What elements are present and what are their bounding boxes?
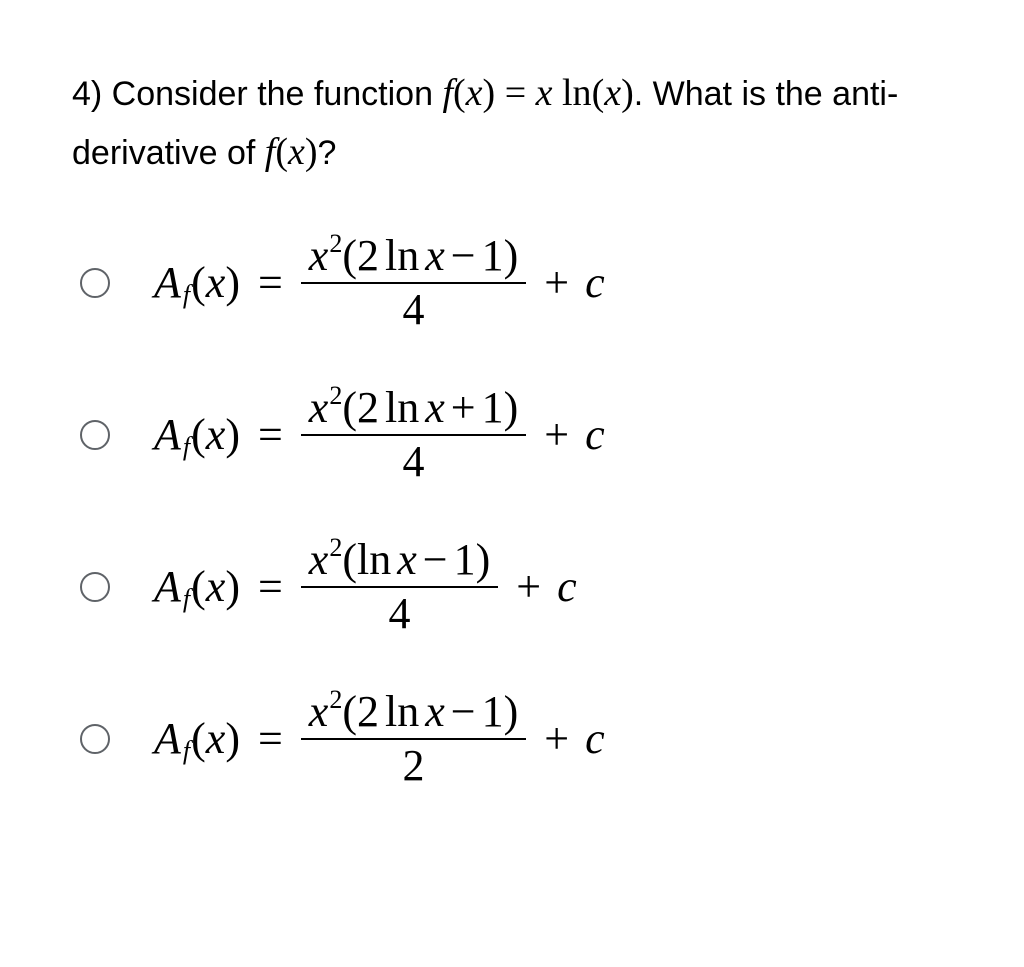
lhs-sub: f xyxy=(183,586,190,612)
question-math-rx2: x xyxy=(604,72,621,114)
numerator: x2(2lnx+1) xyxy=(301,382,526,434)
lhs-po: ( xyxy=(191,717,206,761)
lhs-pc: ) xyxy=(225,717,240,761)
fraction: x2(2lnx+1) 4 xyxy=(301,382,526,488)
question-math-f2po: ( xyxy=(275,131,288,173)
radio-icon[interactable] xyxy=(80,420,110,450)
eq: = xyxy=(258,565,283,609)
numerator: x2(2lnx−1) xyxy=(301,686,526,738)
lhs-pc: ) xyxy=(225,261,240,305)
plus: + xyxy=(544,261,569,305)
question-text: 4) Consider the function f(x) = x ln(x).… xyxy=(72,64,952,182)
radio-icon[interactable] xyxy=(80,268,110,298)
question-lead-1: Consider the function xyxy=(102,75,442,113)
option-2[interactable]: Af(x) = x2(2lnx+1) 4 + c xyxy=(80,382,952,488)
eq: = xyxy=(258,717,283,761)
question-math-rx: x xyxy=(536,72,553,114)
plus: + xyxy=(544,413,569,457)
lhs-x: x xyxy=(206,565,226,609)
question-math-ln: ln xyxy=(562,72,592,114)
lhs-po: ( xyxy=(191,261,206,305)
lhs-sub: f xyxy=(183,434,190,460)
numerator: x2(2lnx−1) xyxy=(301,230,526,282)
option-3[interactable]: Af(x) = x2(lnx−1) 4 + c xyxy=(80,534,952,640)
option-1-formula: Af(x) = x2(2lnx−1) 4 + c xyxy=(154,230,605,336)
option-2-formula: Af(x) = x2(2lnx+1) 4 + c xyxy=(154,382,605,488)
lhs-x: x xyxy=(206,413,226,457)
numerator: x2(lnx−1) xyxy=(301,534,498,586)
radio-icon[interactable] xyxy=(80,572,110,602)
question-math-pc: ) xyxy=(483,72,496,114)
const-c: c xyxy=(585,717,605,761)
option-1[interactable]: Af(x) = x2(2lnx−1) 4 + c xyxy=(80,230,952,336)
denominator: 4 xyxy=(395,284,433,336)
question-math-po: ( xyxy=(453,72,466,114)
option-4-formula: Af(x) = x2(2lnx−1) 2 + c xyxy=(154,686,605,792)
question-math-x: x xyxy=(466,72,483,114)
lhs-A: A xyxy=(154,413,181,457)
question-math-f: f xyxy=(442,72,453,114)
question-math-sp xyxy=(553,72,563,114)
lhs-po: ( xyxy=(191,565,206,609)
radio-icon[interactable] xyxy=(80,724,110,754)
denominator: 2 xyxy=(395,740,433,792)
lhs-sub: f xyxy=(183,282,190,308)
lhs-x: x xyxy=(206,261,226,305)
lhs-sub: f xyxy=(183,738,190,764)
question-math-f2: f xyxy=(265,131,276,173)
fraction: x2(lnx−1) 4 xyxy=(301,534,498,640)
option-3-formula: Af(x) = x2(lnx−1) 4 + c xyxy=(154,534,577,640)
plus: + xyxy=(544,717,569,761)
lhs-A: A xyxy=(154,717,181,761)
lhs-A: A xyxy=(154,261,181,305)
options-list: Af(x) = x2(2lnx−1) 4 +c Af(x) = x2(2lnx+… xyxy=(72,230,952,792)
plus: + xyxy=(516,565,541,609)
lhs-pc: ) xyxy=(225,565,240,609)
eq: = xyxy=(258,413,283,457)
lhs-po: ( xyxy=(191,413,206,457)
lhs-pc: ) xyxy=(225,413,240,457)
question-math-eq: = xyxy=(495,72,535,114)
fraction: x2(2lnx−1) 4 xyxy=(301,230,526,336)
const-c: c xyxy=(585,261,605,305)
question-math-f2x: x xyxy=(288,131,305,173)
question-lead-3: ? xyxy=(318,134,337,172)
const-c: c xyxy=(585,413,605,457)
const-c: c xyxy=(557,565,577,609)
option-4[interactable]: Af(x) = x2(2lnx−1) 2 + c xyxy=(80,686,952,792)
question-math-rpo: ( xyxy=(592,72,605,114)
denominator: 4 xyxy=(395,436,433,488)
lhs-A: A xyxy=(154,565,181,609)
eq: = xyxy=(258,261,283,305)
lhs-x: x xyxy=(206,717,226,761)
denominator: 4 xyxy=(381,588,419,640)
question-math-f2pc: ) xyxy=(305,131,318,173)
question-math-rpc: ) xyxy=(621,72,634,114)
question-number: 4) xyxy=(72,75,102,113)
fraction: x2(2lnx−1) 2 xyxy=(301,686,526,792)
